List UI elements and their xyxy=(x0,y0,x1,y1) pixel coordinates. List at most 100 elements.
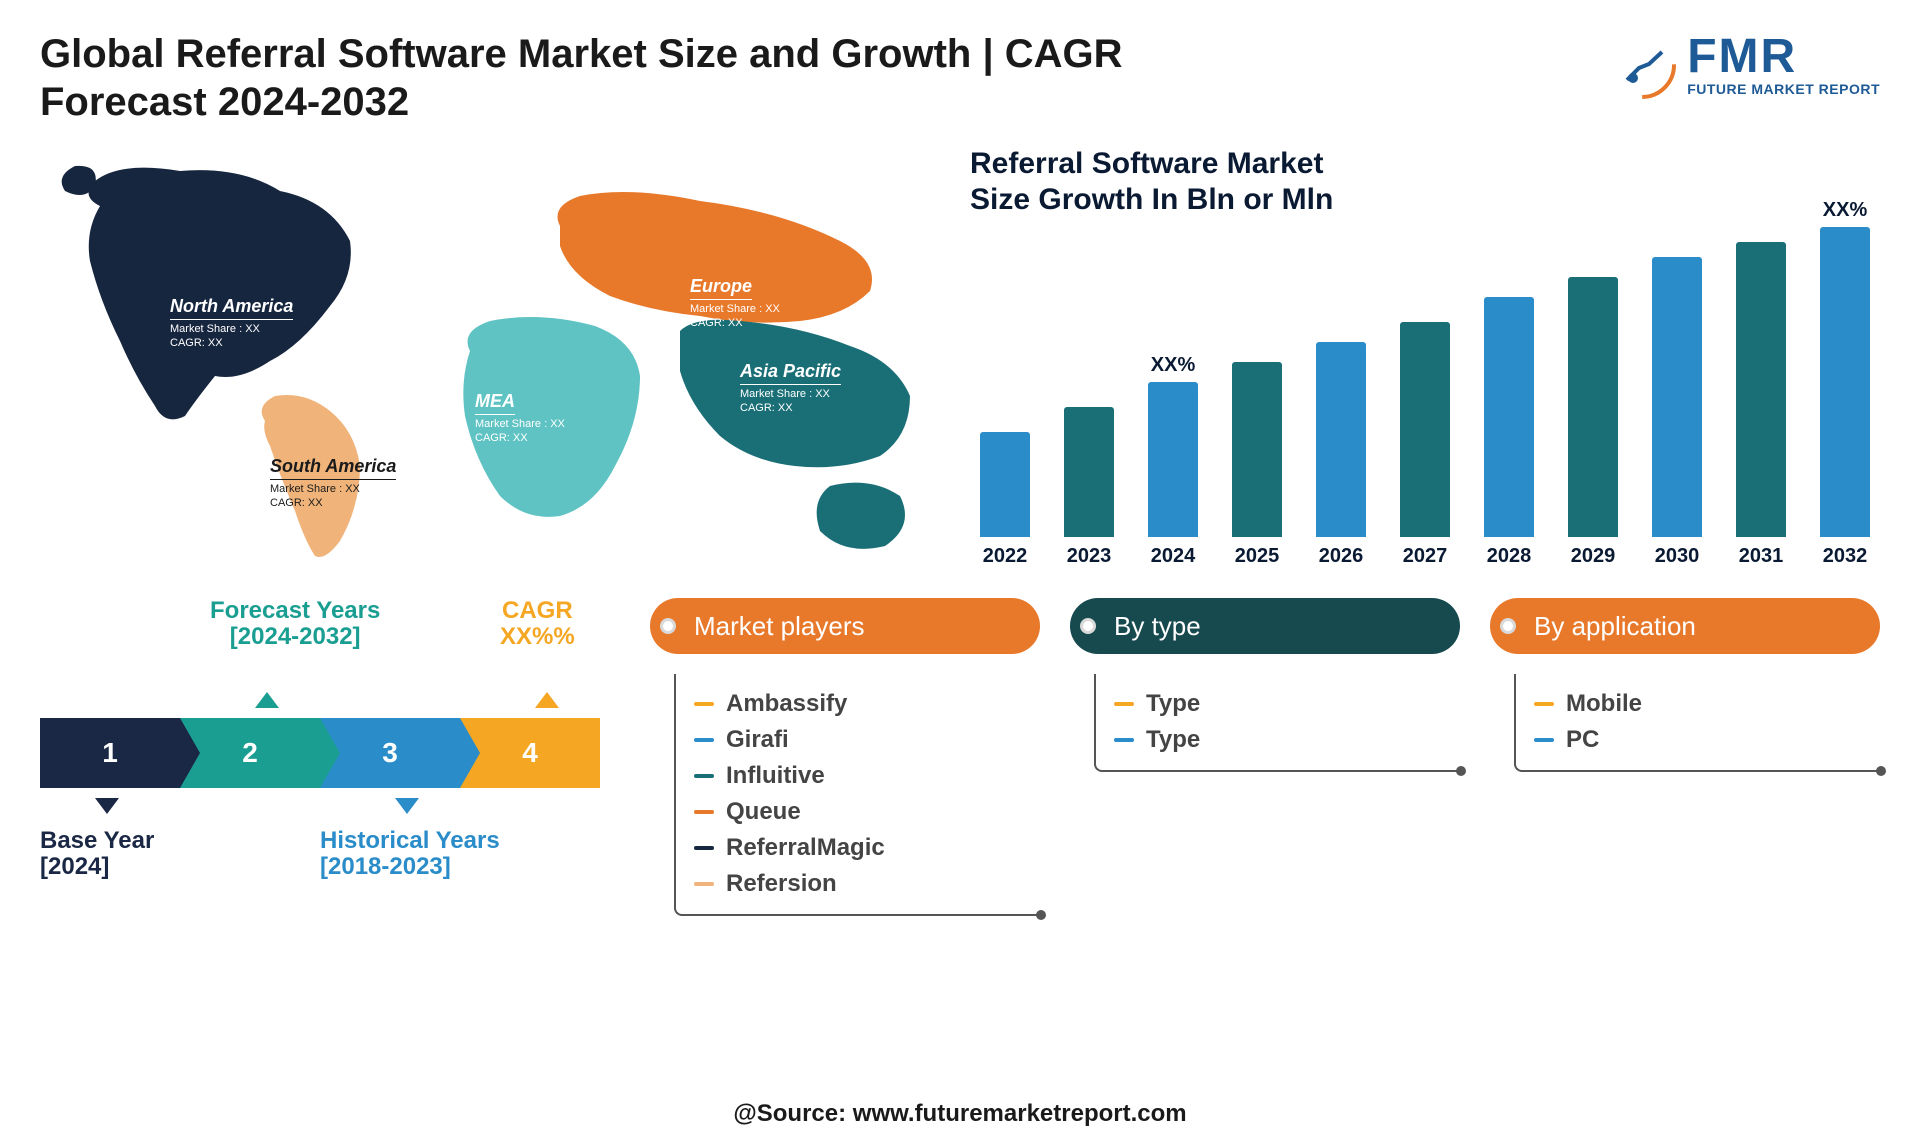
dash-icon xyxy=(694,774,714,778)
bar xyxy=(1148,382,1198,537)
map-svg xyxy=(40,146,940,566)
list-item: PC xyxy=(1534,722,1880,758)
pill-label: Market players xyxy=(694,611,865,642)
bar-column: 2029 xyxy=(1558,277,1628,568)
bar xyxy=(1568,277,1618,537)
dash-icon xyxy=(694,810,714,814)
dash-icon xyxy=(1534,702,1554,706)
bottom-row: Forecast Years[2024-2032] CAGRXX%% 1234 … xyxy=(40,598,1880,938)
bar xyxy=(1820,227,1870,537)
bar xyxy=(1652,257,1702,537)
logo-text-main: FMR xyxy=(1687,33,1880,81)
dash-icon xyxy=(1114,738,1134,742)
bar-column: 2022 xyxy=(970,432,1040,568)
bar-column: 2026 xyxy=(1306,342,1376,568)
region-north-america xyxy=(62,166,351,420)
arrow-down-icon xyxy=(395,798,419,814)
arrow-up-icon xyxy=(255,692,279,708)
bar-chart: Referral Software Market Size Growth In … xyxy=(970,146,1880,568)
timeline-segment: 1 xyxy=(40,718,180,788)
bar-x-label: 2030 xyxy=(1655,545,1700,568)
bar-x-label: 2028 xyxy=(1487,545,1532,568)
bar-x-label: 2022 xyxy=(983,545,1028,568)
list-item: Queue xyxy=(694,794,1040,830)
arrow-up-icon xyxy=(535,692,559,708)
category-pill: By application xyxy=(1490,598,1880,654)
bar-column: XX%2032 xyxy=(1810,227,1880,568)
bar-column: 2028 xyxy=(1474,297,1544,568)
timeline-segment: 2 xyxy=(180,718,320,788)
pill-label: By application xyxy=(1534,611,1696,642)
timeline-track: 1234 xyxy=(40,718,600,788)
timeline-segment: 3 xyxy=(320,718,460,788)
timeline-segment: 4 xyxy=(460,718,600,788)
bar-column: XX%2024 xyxy=(1138,382,1208,568)
world-map: North AmericaMarket Share : XXCAGR: XX So… xyxy=(40,146,950,566)
page-title: Global Referral Software Market Size and… xyxy=(40,30,1240,126)
header: Global Referral Software Market Size and… xyxy=(40,30,1880,126)
dot-icon xyxy=(1500,618,1516,634)
dot-icon xyxy=(660,618,676,634)
timeline-base-label: Base Year[2024] xyxy=(40,828,154,881)
region-label: MEAMarket Share : XXCAGR: XX xyxy=(475,391,565,446)
bar-column: 2030 xyxy=(1642,257,1712,568)
bar-x-label: 2025 xyxy=(1235,545,1280,568)
logo: FMR FUTURE MARKET REPORT xyxy=(1607,30,1880,100)
bar xyxy=(1232,362,1282,537)
bar-column: 2027 xyxy=(1390,322,1460,568)
bar-x-label: 2024 xyxy=(1151,545,1196,568)
bar-annotation: XX% xyxy=(1151,354,1195,377)
list-item: Influitive xyxy=(694,758,1040,794)
dash-icon xyxy=(694,738,714,742)
list-item: ReferralMagic xyxy=(694,830,1040,866)
category-column: Market players AmbassifyGirafiInfluitiveQ… xyxy=(650,598,1040,916)
timeline-cagr-label: CAGRXX%% xyxy=(500,598,575,651)
category-pill: Market players xyxy=(650,598,1040,654)
bar xyxy=(1484,297,1534,537)
region-label: South AmericaMarket Share : XXCAGR: XX xyxy=(270,456,396,511)
bar-column: 2031 xyxy=(1726,242,1796,568)
timeline-historical-label: Historical Years[2018-2023] xyxy=(320,828,500,881)
bar xyxy=(1400,322,1450,537)
list-item: Ambassify xyxy=(694,686,1040,722)
category-pill: By type xyxy=(1070,598,1460,654)
bar xyxy=(1736,242,1786,537)
dash-icon xyxy=(1114,702,1134,706)
main-row: North AmericaMarket Share : XXCAGR: XX So… xyxy=(40,146,1880,568)
logo-text-sub: FUTURE MARKET REPORT xyxy=(1687,81,1880,97)
bar-x-label: 2027 xyxy=(1403,545,1448,568)
bar-column: 2025 xyxy=(1222,362,1292,568)
bar xyxy=(980,432,1030,537)
category-columns: Market players AmbassifyGirafiInfluitiveQ… xyxy=(650,598,1880,916)
bar-column: 2023 xyxy=(1054,407,1124,568)
bar-x-label: 2031 xyxy=(1739,545,1784,568)
logo-icon xyxy=(1607,30,1677,100)
list-item: Refersion xyxy=(694,866,1040,902)
dash-icon xyxy=(694,882,714,886)
bracket: MobilePC xyxy=(1514,674,1880,772)
category-column: By application MobilePC xyxy=(1490,598,1880,916)
dash-icon xyxy=(694,846,714,850)
bar-x-label: 2026 xyxy=(1319,545,1364,568)
list-item: Mobile xyxy=(1534,686,1880,722)
arrow-down-icon xyxy=(95,798,119,814)
dash-icon xyxy=(1534,738,1554,742)
list-item: Type xyxy=(1114,686,1460,722)
region-label: Asia PacificMarket Share : XXCAGR: XX xyxy=(740,361,841,416)
bracket: AmbassifyGirafiInfluitiveQueueReferralMa… xyxy=(674,674,1040,916)
bar-x-label: 2032 xyxy=(1823,545,1868,568)
bar xyxy=(1316,342,1366,537)
pill-label: By type xyxy=(1114,611,1201,642)
region-asia-pacific xyxy=(680,320,910,549)
bar-x-label: 2023 xyxy=(1067,545,1112,568)
list-item: Type xyxy=(1114,722,1460,758)
bar-x-label: 2029 xyxy=(1571,545,1616,568)
region-label: EuropeMarket Share : XXCAGR: XX xyxy=(690,276,780,331)
dot-icon xyxy=(1080,618,1096,634)
bar xyxy=(1064,407,1114,537)
timeline: Forecast Years[2024-2032] CAGRXX%% 1234 … xyxy=(40,598,620,938)
bracket: TypeType xyxy=(1094,674,1460,772)
list-item: Girafi xyxy=(694,722,1040,758)
region-label: North AmericaMarket Share : XXCAGR: XX xyxy=(170,296,293,351)
timeline-forecast-label: Forecast Years[2024-2032] xyxy=(210,598,380,651)
